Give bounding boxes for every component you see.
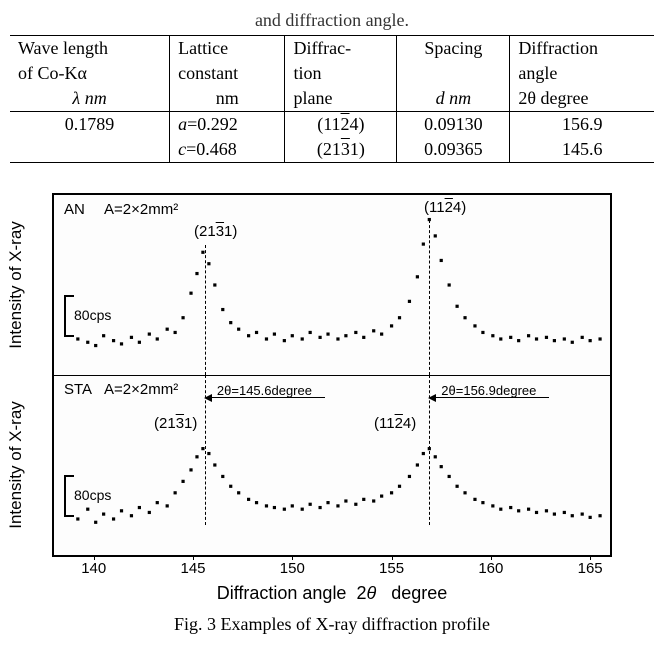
th-wavelength-2: of Co-Kα <box>10 61 170 86</box>
th-plane-1: Diffrac- <box>285 36 397 62</box>
panel-an: Intensity of X-ray AN A=2×2mm² (2131) (1… <box>54 195 610 376</box>
label-an-area: A=2×2mm² <box>104 201 178 218</box>
peak1-label-bot: (2131) <box>154 415 197 432</box>
xtick-label: 165 <box>578 560 603 577</box>
label-sta: STA <box>64 381 92 398</box>
cell-d-1: 0.09130 <box>397 112 510 138</box>
th-angle-2: angle <box>510 61 654 86</box>
peak2-label-top: (1124) <box>424 199 466 216</box>
th-spacing-1: Spacing <box>397 36 510 62</box>
label-sta-area: A=2×2mm² <box>104 381 178 398</box>
table-caption-top: and diffraction angle. <box>10 10 654 31</box>
th-lattice-2: constant <box>170 61 285 86</box>
scale-label-bot: 80cps <box>74 487 111 503</box>
xtick-label: 160 <box>478 560 503 577</box>
scale-label-top: 80cps <box>74 307 111 323</box>
dashed-peak2-top <box>429 220 430 375</box>
scatter-top <box>54 195 610 375</box>
th-plane-3: plane <box>285 86 397 112</box>
diffraction-table: Wave length Lattice Diffrac- Spacing Dif… <box>10 35 654 163</box>
th-spacing-3: d nm <box>397 86 510 112</box>
th-plane-2: tion <box>285 61 397 86</box>
dashed-peak1-top <box>205 245 206 375</box>
peak1-label-top: (2131) <box>194 223 237 240</box>
scatter-bot <box>54 375 610 555</box>
cell-wl-2 <box>10 137 170 163</box>
arrow1-label: 2θ=145.6degree <box>217 383 312 398</box>
cell-ang-1: 156.9 <box>510 112 654 138</box>
cell-wl-1: 0.1789 <box>10 112 170 138</box>
cell-lat-1: a=0.292 <box>170 112 285 138</box>
th-angle-1: Diffraction <box>510 36 654 62</box>
ylabel-bot: Intensity of X-ray <box>6 401 26 529</box>
label-an: AN <box>64 201 85 218</box>
cell-plane-1: (1124) <box>285 112 397 138</box>
th-wavelength-3: λ nm <box>10 86 170 112</box>
panel-sta: Intensity of X-ray STA A=2×2mm² (2131) (… <box>54 375 610 555</box>
xray-chart: Intensity of X-ray AN A=2×2mm² (2131) (1… <box>52 193 612 604</box>
arrow2-label: 2θ=156.9degree <box>441 383 536 398</box>
th-wavelength-1: Wave length <box>10 36 170 62</box>
figure-caption: Fig. 3 Examples of X-ray diffraction pro… <box>10 614 654 635</box>
xlabel: Diffraction angle 2θ degree <box>52 583 612 604</box>
th-lattice-3: nm <box>170 86 285 112</box>
xtick-label: 145 <box>180 560 205 577</box>
peak2-label-bot: (1124) <box>374 415 416 432</box>
th-spacing-2 <box>397 61 510 86</box>
xtick-label: 140 <box>81 560 106 577</box>
xtick-label: 150 <box>280 560 305 577</box>
cell-lat-2: c=0.468 <box>170 137 285 163</box>
ylabel-top: Intensity of X-ray <box>6 221 26 349</box>
scale-bracket-top <box>64 295 74 337</box>
th-angle-3: 2θ degree <box>510 86 654 112</box>
th-lattice-1: Lattice <box>170 36 285 62</box>
cell-d-2: 0.09365 <box>397 137 510 163</box>
xtick-label: 155 <box>379 560 404 577</box>
cell-plane-2: (2131) <box>285 137 397 163</box>
cell-ang-2: 145.6 <box>510 137 654 163</box>
scale-bracket-bot <box>64 475 74 517</box>
